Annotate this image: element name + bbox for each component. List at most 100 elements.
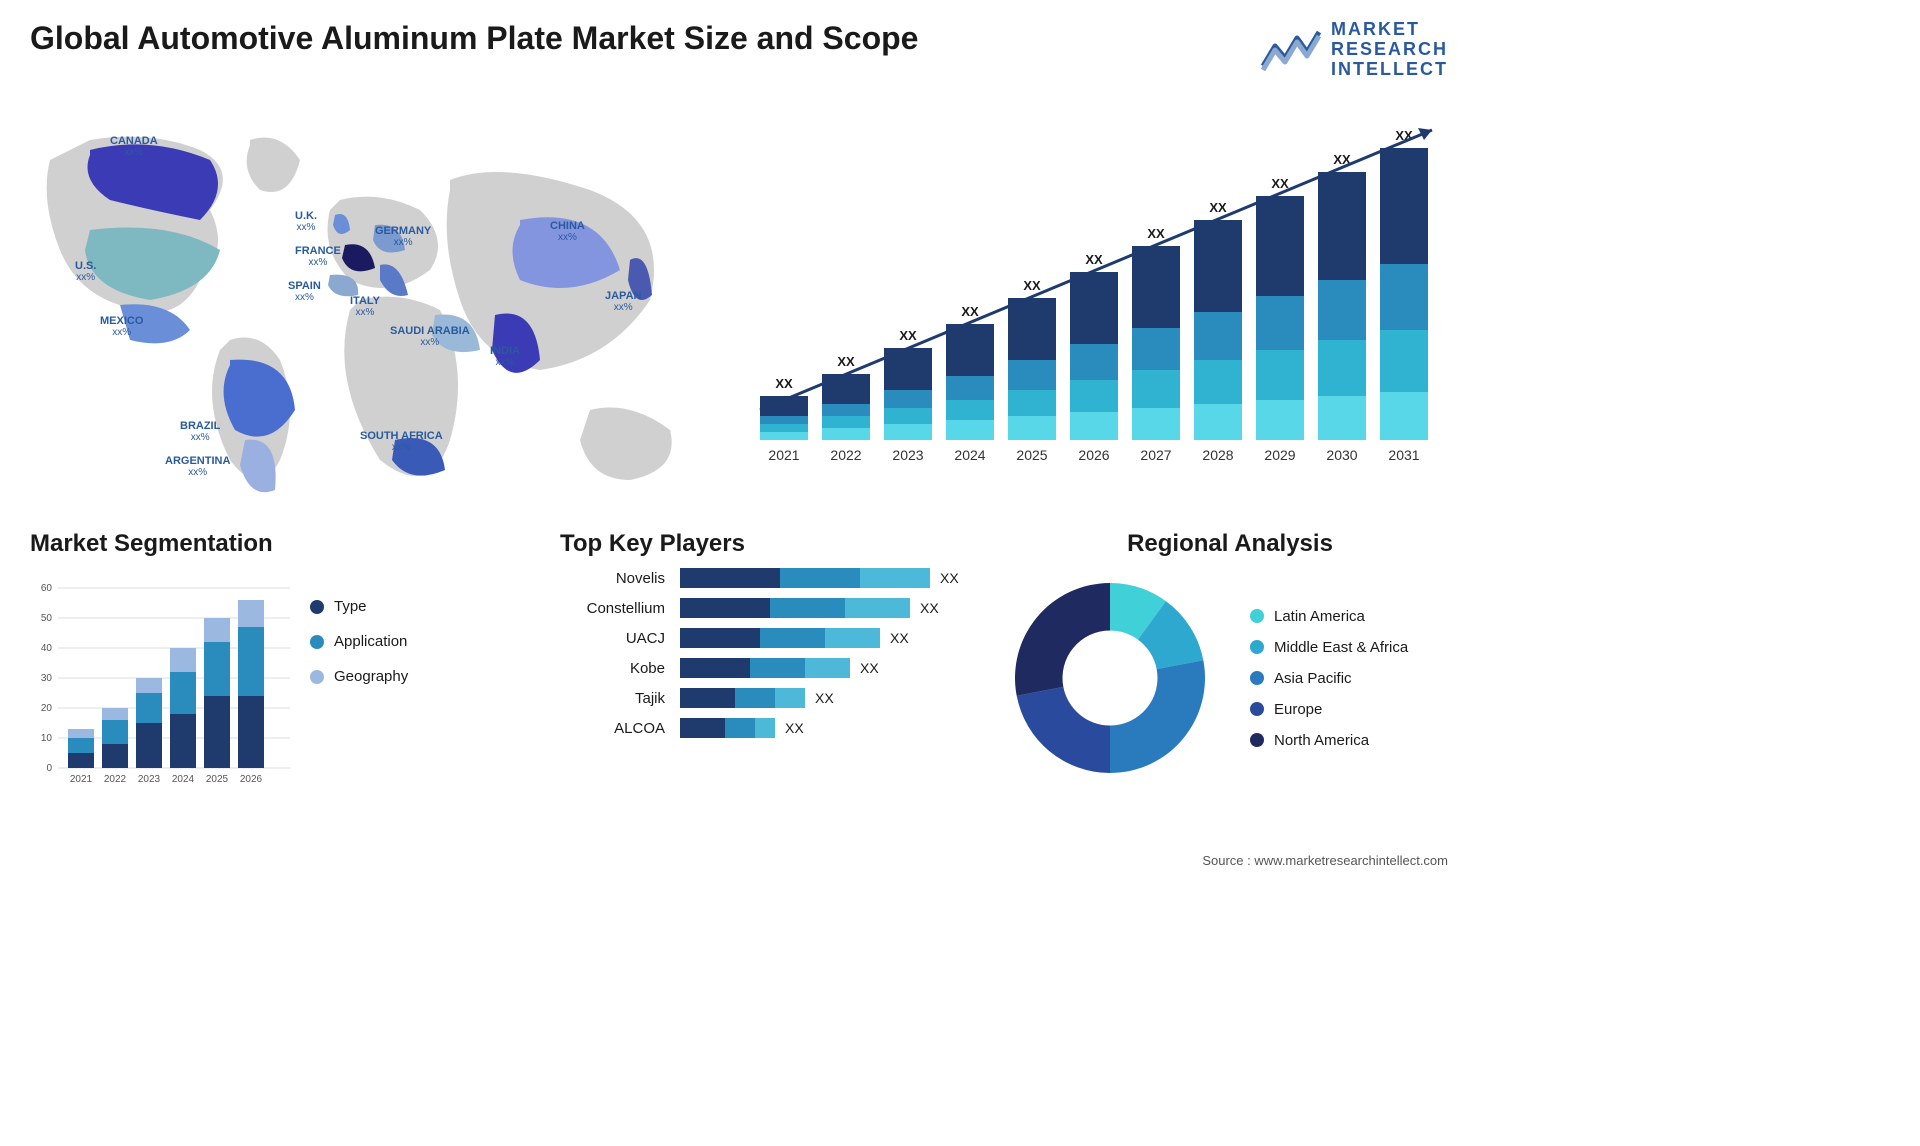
svg-text:XX: XX xyxy=(961,304,979,319)
legend-label: Geography xyxy=(334,668,408,685)
key-player-row: Kobe XX xyxy=(560,658,980,678)
key-player-bar-seg xyxy=(680,718,725,738)
key-player-bar xyxy=(680,658,850,678)
key-player-row: ALCOA XX xyxy=(560,718,980,738)
key-player-bar xyxy=(680,568,930,588)
regional-legend-item: Middle East & Africa xyxy=(1250,639,1408,656)
map-label-china: CHINAxx% xyxy=(550,220,585,243)
key-player-bar xyxy=(680,718,775,738)
svg-text:2027: 2027 xyxy=(1140,447,1171,463)
svg-text:2030: 2030 xyxy=(1326,447,1357,463)
map-label-france: FRANCExx% xyxy=(295,245,341,268)
key-player-bar-seg xyxy=(825,628,880,648)
map-label-u-s-: U.S.xx% xyxy=(75,260,96,283)
svg-text:2025: 2025 xyxy=(1016,447,1047,463)
map-label-brazil: BRAZILxx% xyxy=(180,420,220,443)
svg-text:50: 50 xyxy=(41,613,53,624)
logo-line-3: INTELLECT xyxy=(1331,60,1448,80)
map-label-canada: CANADAxx% xyxy=(110,135,158,158)
legend-dot-icon xyxy=(1250,640,1264,654)
source-text: Source : www.marketresearchintellect.com xyxy=(1202,853,1448,868)
svg-text:2029: 2029 xyxy=(1264,447,1295,463)
key-player-value: XX xyxy=(775,720,804,736)
legend-label: Application xyxy=(334,633,407,650)
segmentation-chart: 0102030405060202120222023202420252026 xyxy=(30,568,290,788)
map-label-mexico: MEXICOxx% xyxy=(100,315,143,338)
svg-text:2022: 2022 xyxy=(104,774,127,785)
key-player-name: Kobe xyxy=(560,660,680,677)
main-chart-svg: XX 2021 XX 2022 XX 2023 XX 2024 XX 2025 XX 2026 XX 20… xyxy=(740,100,1440,480)
key-player-bar-seg xyxy=(735,688,775,708)
map-label-argentina: ARGENTINAxx% xyxy=(165,455,230,478)
legend-dot-icon xyxy=(310,600,324,614)
key-player-name: UACJ xyxy=(560,630,680,647)
map-label-saudi-arabia: SAUDI ARABIAxx% xyxy=(390,325,470,348)
legend-dot-icon xyxy=(310,635,324,649)
key-player-row: Novelis XX xyxy=(560,568,980,588)
key-player-name: ALCOA xyxy=(560,720,680,737)
segmentation-title: Market Segmentation xyxy=(30,530,480,558)
legend-dot-icon xyxy=(1250,671,1264,685)
svg-text:XX: XX xyxy=(1271,176,1289,191)
seg-legend-item: Geography xyxy=(310,668,408,685)
key-player-bar xyxy=(680,628,880,648)
svg-text:XX: XX xyxy=(775,376,793,391)
legend-dot-icon xyxy=(1250,702,1264,716)
logo-text: MARKET RESEARCH INTELLECT xyxy=(1331,20,1448,79)
key-player-bar-seg xyxy=(680,658,750,678)
legend-label: Middle East & Africa xyxy=(1274,639,1408,656)
svg-text:2028: 2028 xyxy=(1202,447,1233,463)
svg-text:2021: 2021 xyxy=(768,447,799,463)
key-player-bar-seg xyxy=(775,688,805,708)
svg-text:XX: XX xyxy=(1147,226,1165,241)
donut-chart xyxy=(1000,568,1220,788)
key-player-name: Tajik xyxy=(560,690,680,707)
key-player-name: Novelis xyxy=(560,570,680,587)
logo-line-1: MARKET xyxy=(1331,20,1448,40)
legend-dot-icon xyxy=(1250,733,1264,747)
legend-label: North America xyxy=(1274,732,1369,749)
key-players: Top Key Players Novelis XX Constellium XX UA… xyxy=(560,530,980,748)
key-player-value: XX xyxy=(880,630,909,646)
svg-text:2022: 2022 xyxy=(830,447,861,463)
svg-text:2031: 2031 xyxy=(1388,447,1419,463)
key-player-bar-seg xyxy=(750,658,805,678)
key-player-bar-seg xyxy=(680,688,735,708)
key-player-bar-seg xyxy=(680,568,780,588)
svg-text:2023: 2023 xyxy=(138,774,161,785)
key-players-rows: Novelis XX Constellium XX UACJ XX Kobe XX Tajik X… xyxy=(560,568,980,738)
legend-label: Europe xyxy=(1274,701,1322,718)
seg-legend-item: Application xyxy=(310,633,408,650)
key-player-bar-seg xyxy=(845,598,910,618)
svg-text:2024: 2024 xyxy=(954,447,985,463)
key-player-bar-seg xyxy=(725,718,755,738)
legend-label: Type xyxy=(334,598,367,615)
legend-label: Asia Pacific xyxy=(1274,670,1352,687)
header: Global Automotive Aluminum Plate Market … xyxy=(30,20,1448,79)
segmentation-legend: Type Application Geography xyxy=(310,568,408,788)
legend-dot-icon xyxy=(310,670,324,684)
svg-text:0: 0 xyxy=(46,763,52,774)
regional-analysis: Regional Analysis Latin America Middle Ea… xyxy=(1000,530,1460,788)
logo-icon xyxy=(1261,28,1321,72)
svg-text:XX: XX xyxy=(1023,278,1041,293)
svg-text:40: 40 xyxy=(41,643,53,654)
svg-text:XX: XX xyxy=(899,328,917,343)
svg-text:2026: 2026 xyxy=(1078,447,1109,463)
key-player-bar-seg xyxy=(860,568,930,588)
key-player-value: XX xyxy=(930,570,959,586)
svg-text:XX: XX xyxy=(837,354,855,369)
key-player-value: XX xyxy=(910,600,939,616)
key-player-value: XX xyxy=(850,660,879,676)
map-label-spain: SPAINxx% xyxy=(288,280,321,303)
svg-text:2021: 2021 xyxy=(70,774,93,785)
regional-legend-item: Asia Pacific xyxy=(1250,670,1408,687)
key-player-name: Constellium xyxy=(560,600,680,617)
logo-line-2: RESEARCH xyxy=(1331,40,1448,60)
regional-title: Regional Analysis xyxy=(1000,530,1460,558)
legend-label: Latin America xyxy=(1274,608,1365,625)
svg-text:2023: 2023 xyxy=(892,447,923,463)
main-bar-chart: XX 2021 XX 2022 XX 2023 XX 2024 XX 2025 XX 2026 XX 20… xyxy=(740,100,1440,480)
key-players-title: Top Key Players xyxy=(560,530,980,558)
map-label-india: INDIAxx% xyxy=(490,345,520,368)
